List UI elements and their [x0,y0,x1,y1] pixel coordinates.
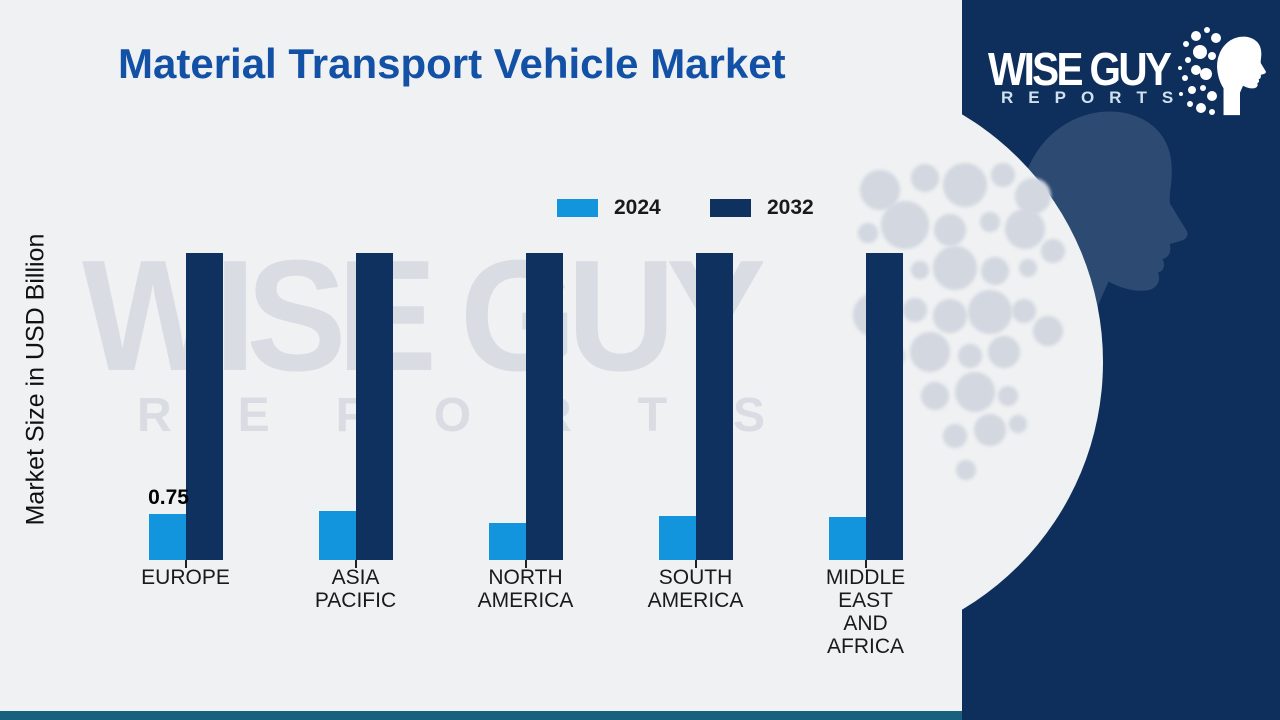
brand-dot [1193,45,1207,59]
bar-2032-asia-pacific [355,253,393,560]
x-axis-tick [694,560,697,568]
bar-2032-middle-east-and-africa [865,253,903,560]
legend-label-2032: 2032 [767,196,814,219]
bar-2024-europe [148,514,186,560]
legend-swatch-2032 [710,199,751,217]
brand-wiseguy-text: WISE GUY [988,43,1172,95]
brand-dot [1209,109,1215,115]
brand-dot [1182,75,1188,81]
background-circle [527,74,1103,650]
brand-dot [1204,27,1210,33]
brand-dot [1191,31,1201,41]
category-label-south-america: SOUTH AMERICA [647,566,744,612]
brand-dot [1196,103,1206,113]
x-axis-tick [524,560,527,568]
bar-2032-south-america [695,253,733,560]
brand-reports-text: REPORTS [1001,88,1189,107]
brand-dot [1207,91,1217,101]
legend-label-2024: 2024 [614,196,661,219]
bottom-accent-strip [0,711,962,720]
page-title: Material Transport Vehicle Market [118,40,786,87]
brand-dot [1200,68,1212,80]
x-axis-tick [864,560,867,568]
brand-dot [1178,66,1182,70]
brand-dot [1183,41,1189,47]
category-label-north-america: NORTH AMERICA [477,566,574,612]
brand-face-icon [1217,36,1266,116]
x-axis-tick [184,560,187,568]
bar-2024-middle-east-and-africa [828,517,866,560]
brand-dot [1200,85,1206,91]
bar-2032-north-america [525,253,563,560]
bar-2024-north-america [488,523,526,560]
category-label-asia-pacific: ASIA PACIFIC [314,566,397,612]
category-label-europe: EUROPE [141,566,230,589]
bar-2032-europe [185,253,223,560]
brand-dot [1179,92,1183,96]
bar-2024-south-america [658,516,696,560]
category-label-middle-east-and-africa: MIDDLE EAST AND AFRICA [825,566,906,658]
brand-dot [1187,101,1193,107]
brand-dot [1188,86,1196,94]
brand-dot [1208,52,1216,60]
x-axis-tick [354,560,357,568]
legend-swatch-2024 [557,199,598,217]
europe-2024-value-label: 0.75 [148,486,189,509]
y-axis-label: Market Size in USD Billion [21,233,50,526]
brand-dot [1191,65,1201,75]
bar-2024-asia-pacific [318,511,356,560]
brand-dot [1185,57,1191,63]
brand-dot [1211,33,1221,43]
